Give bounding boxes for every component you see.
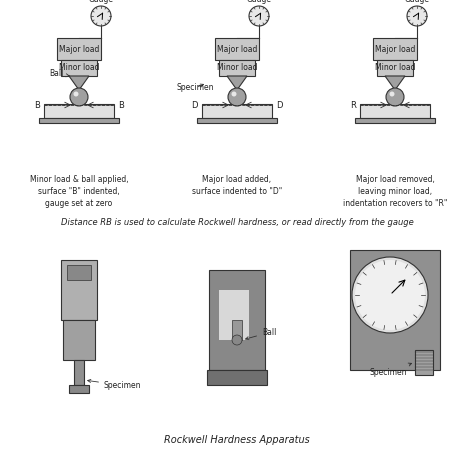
Text: Minor load: Minor load	[217, 63, 257, 73]
Circle shape	[407, 6, 427, 26]
Text: Major load added,
surface indented to "D": Major load added, surface indented to "D…	[192, 175, 282, 196]
Circle shape	[70, 88, 88, 106]
Text: Major load removed,
leaving minor load,
indentation recovers to "R": Major load removed, leaving minor load, …	[343, 175, 447, 207]
Bar	[69, 385, 89, 393]
Text: Major load: Major load	[375, 45, 415, 54]
Circle shape	[91, 6, 111, 26]
Bar	[74, 360, 84, 385]
Bar	[415, 350, 433, 375]
Bar	[63, 320, 95, 360]
Text: Minor load: Minor load	[59, 63, 99, 73]
Bar	[355, 118, 435, 123]
Text: Major load: Major load	[59, 45, 99, 54]
Text: Distance RB is used to calculate Rockwell hardness, or read directly from the ga: Distance RB is used to calculate Rockwel…	[61, 218, 413, 227]
Bar	[209, 270, 265, 370]
Bar	[39, 118, 119, 123]
Text: B: B	[34, 101, 40, 110]
Text: Gauge: Gauge	[404, 0, 429, 4]
Bar	[215, 38, 259, 60]
Bar	[61, 60, 97, 76]
Circle shape	[390, 91, 394, 96]
Text: R: R	[350, 101, 356, 110]
Bar	[232, 320, 242, 340]
Polygon shape	[227, 76, 247, 90]
Text: Major load: Major load	[217, 45, 257, 54]
Circle shape	[228, 88, 246, 106]
Bar	[350, 250, 440, 370]
Text: Gauge: Gauge	[373, 290, 408, 300]
Bar	[44, 104, 114, 118]
Text: Minor load & ball applied,
surface "B" indented,
gauge set at zero: Minor load & ball applied, surface "B" i…	[30, 175, 128, 207]
Text: Gauge: Gauge	[246, 0, 272, 4]
Text: B: B	[118, 101, 124, 110]
Circle shape	[352, 257, 428, 333]
Bar	[57, 38, 101, 60]
Bar	[219, 290, 249, 340]
Circle shape	[355, 260, 425, 330]
Text: D: D	[191, 101, 198, 110]
Circle shape	[386, 88, 404, 106]
Text: Rockwell Hardness Apparatus: Rockwell Hardness Apparatus	[164, 435, 310, 445]
Circle shape	[231, 91, 237, 96]
Bar	[219, 60, 255, 76]
Polygon shape	[69, 76, 89, 90]
Bar	[202, 104, 272, 118]
Text: Specimen: Specimen	[88, 380, 142, 390]
Polygon shape	[385, 76, 405, 90]
Bar	[373, 38, 417, 60]
Text: D: D	[276, 101, 283, 110]
Text: Ball: Ball	[246, 328, 276, 340]
Bar	[207, 370, 267, 385]
Circle shape	[249, 6, 269, 26]
Text: Minor load: Minor load	[375, 63, 415, 73]
Circle shape	[73, 91, 79, 96]
Bar	[377, 60, 413, 76]
Text: Ball: Ball	[49, 69, 69, 78]
Bar	[61, 260, 97, 320]
Bar	[360, 104, 430, 118]
Bar	[197, 118, 277, 123]
Circle shape	[232, 335, 242, 345]
Text: Specimen: Specimen	[370, 363, 411, 377]
Text: Specimen: Specimen	[177, 83, 215, 92]
Text: Gauge: Gauge	[89, 0, 113, 4]
Bar	[67, 265, 91, 280]
